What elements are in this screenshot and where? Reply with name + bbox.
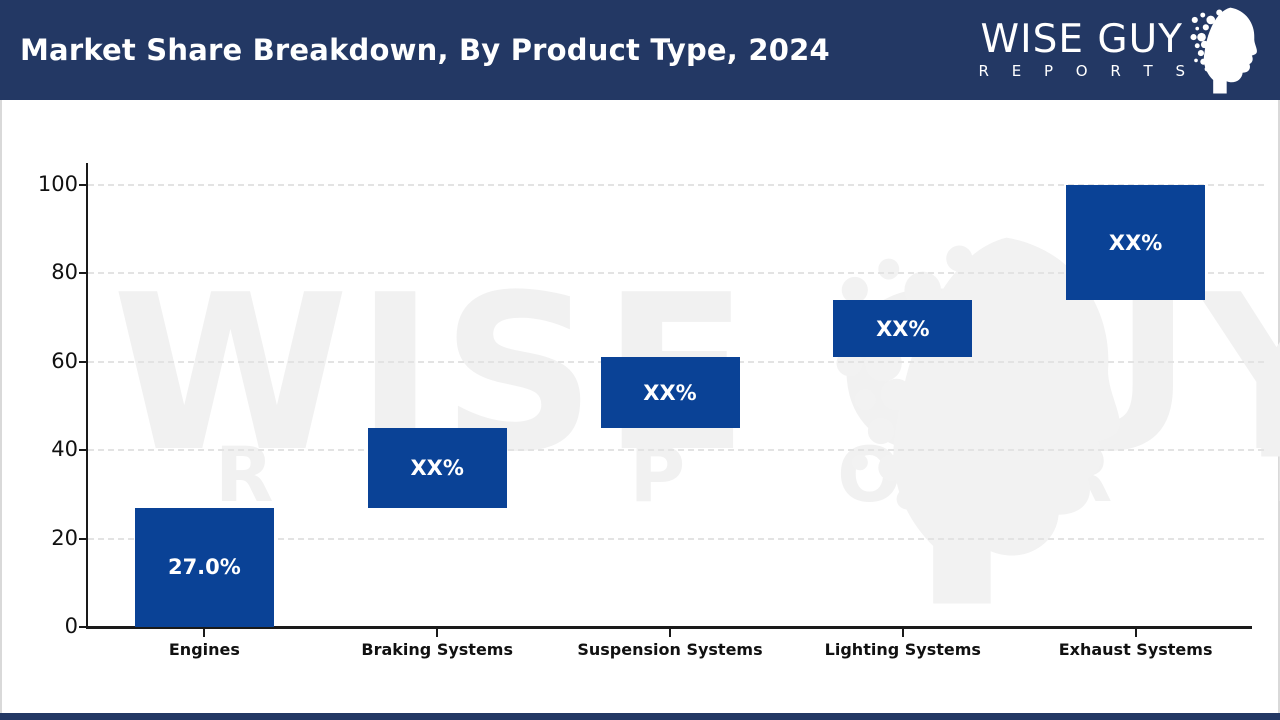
x-axis-tickmark	[901, 629, 904, 637]
y-axis-tick-label: 0	[64, 614, 78, 638]
y-gridline	[88, 449, 1264, 452]
y-gridline	[88, 184, 1264, 187]
y-axis-tick-label: 80	[51, 260, 78, 285]
y-axis-tickmark	[79, 449, 88, 452]
x-axis-tickmark	[203, 629, 206, 637]
y-axis-tick-label: 100	[37, 172, 78, 197]
bar-value-label: XX%	[1108, 230, 1163, 255]
x-axis-tickmark	[1134, 629, 1137, 637]
y-gridline	[88, 537, 1264, 540]
y-axis-tickmark	[79, 360, 88, 363]
bar-segment-braking-systems: XX%	[367, 428, 507, 508]
y-gridline	[88, 272, 1264, 275]
wise-guy-reports-logo: WISE GUY R E P O R T S	[970, 0, 1266, 100]
y-axis-tick-label: 40	[51, 437, 78, 462]
bar-value-label: XX%	[410, 455, 464, 480]
bar-segment-exhaust-systems: XX%	[1066, 185, 1206, 300]
bar-segment-lighting-systems: XX%	[833, 299, 973, 358]
bar-segment-suspension-systems: XX%	[600, 357, 740, 429]
page-title: Market Share Breakdown, By Product Type,…	[20, 33, 830, 67]
footer-bar	[0, 713, 1280, 720]
x-axis-category-label: Braking Systems	[361, 640, 513, 659]
y-axis-tick-label: 60	[51, 348, 78, 373]
bar-value-label: XX%	[876, 316, 930, 341]
bar-value-label: XX%	[643, 380, 697, 405]
y-axis-line	[86, 163, 88, 629]
y-axis-tickmark	[79, 272, 88, 275]
y-axis-tickmark	[79, 537, 88, 540]
x-axis-category-label: Suspension Systems	[577, 640, 763, 659]
bar-segment-engines: 27.0%	[134, 507, 274, 627]
x-axis-line	[86, 626, 1252, 629]
logo-subtitle: R E P O R T S	[978, 61, 1194, 80]
header-bar: Market Share Breakdown, By Product Type,…	[0, 0, 1280, 100]
bar-value-label: 27.0%	[167, 555, 241, 580]
x-axis-category-label: Engines	[168, 640, 240, 659]
y-axis-tickmark	[79, 626, 88, 628]
logo-wordmark: WISE GUY	[980, 17, 1183, 63]
x-axis-tickmark	[669, 629, 671, 637]
x-axis-tickmark	[436, 629, 439, 637]
y-axis-tick-label: 20	[51, 525, 78, 550]
logo-text: WISE GUY R E P O R T S	[970, 17, 1194, 80]
y-axis-tickmark	[79, 184, 88, 187]
x-axis-category-label: Lighting Systems	[824, 640, 981, 659]
x-axis-category-label: Exhaust Systems	[1058, 640, 1213, 659]
